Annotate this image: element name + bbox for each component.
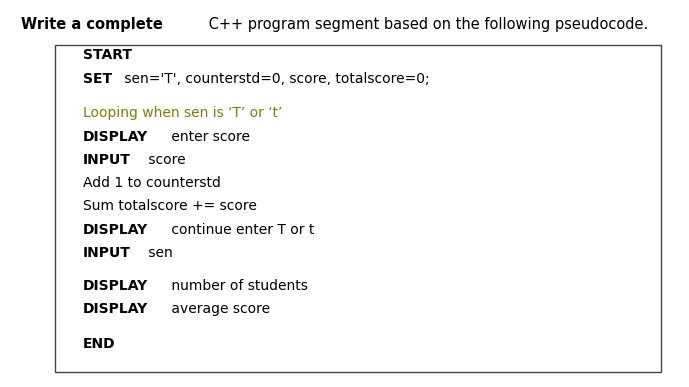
Text: enter score: enter score xyxy=(167,130,250,144)
Text: INPUT: INPUT xyxy=(83,246,130,260)
Text: INPUT: INPUT xyxy=(83,153,130,167)
Text: C++ program segment based on the following pseudocode.: C++ program segment based on the followi… xyxy=(204,17,648,33)
Text: sen: sen xyxy=(145,246,173,260)
Text: END: END xyxy=(83,337,115,351)
Text: score: score xyxy=(145,153,186,167)
Text: SET: SET xyxy=(83,72,112,86)
Text: number of students: number of students xyxy=(167,279,308,293)
Text: DISPLAY: DISPLAY xyxy=(83,223,148,236)
Text: START: START xyxy=(83,48,132,62)
Text: average score: average score xyxy=(167,302,270,316)
Text: Write a complete: Write a complete xyxy=(21,17,163,33)
Text: sen='T', counterstd=0, score, totalscore=0;: sen='T', counterstd=0, score, totalscore… xyxy=(121,72,430,86)
Text: DISPLAY: DISPLAY xyxy=(83,130,148,144)
Text: Looping when sen is ‘T’ or ‘t’: Looping when sen is ‘T’ or ‘t’ xyxy=(83,106,282,120)
Text: DISPLAY: DISPLAY xyxy=(83,279,148,293)
Text: Sum totalscore += score: Sum totalscore += score xyxy=(83,199,256,213)
Text: DISPLAY: DISPLAY xyxy=(83,302,148,316)
Text: continue enter T or t: continue enter T or t xyxy=(167,223,314,236)
Text: Add 1 to counterstd: Add 1 to counterstd xyxy=(83,176,220,190)
Bar xyxy=(55,45,661,372)
